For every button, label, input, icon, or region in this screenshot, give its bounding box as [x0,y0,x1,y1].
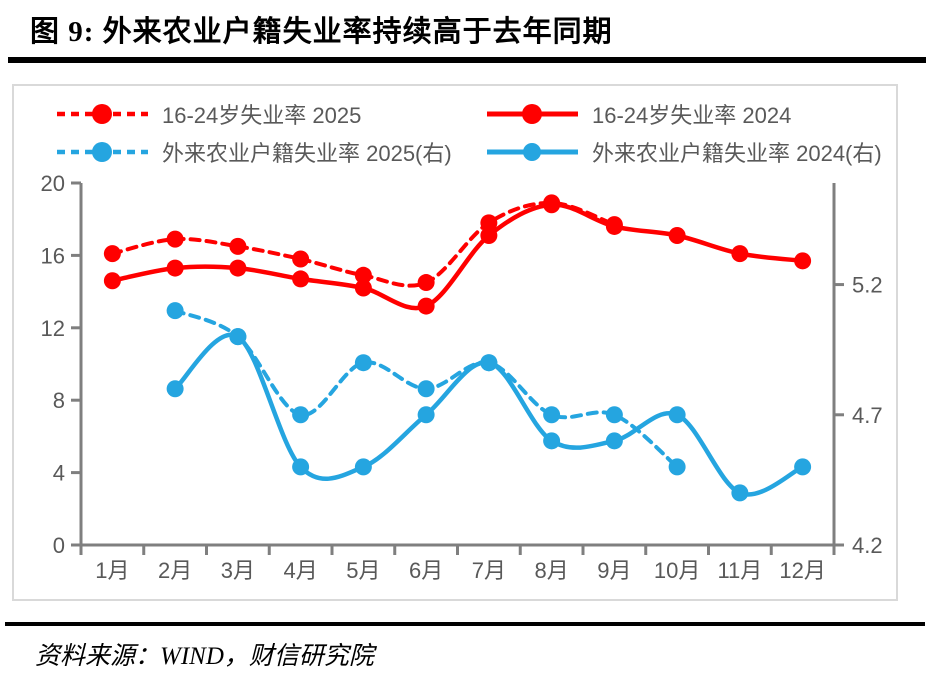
data-point-series-1 [417,297,435,315]
legend-line-red-solid-icon [487,104,578,124]
y-axis-tick-label: 20 [41,171,65,196]
legend-label: 16-24岁失业率 2025 [162,103,362,128]
data-point-series-1 [354,279,372,297]
title-divider [8,57,926,63]
data-point-series-1 [731,245,749,263]
data-point-series-2 [417,380,435,398]
data-point-series-0 [417,274,435,292]
data-point-series-1 [794,252,812,270]
data-point-series-1 [292,270,310,288]
legend-label: 外来农业户籍失业率 2025(右) [162,141,452,166]
x-axis-tick-label: 2月 [158,558,192,583]
data-point-series-0 [166,230,184,248]
data-point-series-3 [417,406,435,424]
x-axis-tick-label: 10月 [654,558,700,583]
legend-item-youth-2025: 16-24岁失业率 2025 [55,99,361,129]
y-axis-tick-label: 0 [53,533,65,558]
data-point-series-0 [103,245,121,263]
chart-card: 16-24岁失业率 2025 16-24岁失业率 2024 外来农业户籍失业率 … [12,84,898,601]
data-point-series-2 [292,406,310,424]
x-axis-tick-label: 4月 [284,558,318,583]
data-point-series-3 [292,458,310,476]
data-point-series-0 [354,266,372,284]
y-axis-tick-label: 12 [41,316,65,341]
page-title: 图 9: 外来农业户籍失业率持续高于去年同期 [30,16,613,48]
data-point-series-1 [229,259,247,277]
data-point-series-0 [229,237,247,255]
line-chart: 0 4 8 12 16 20 4.2 4.7 5.2 1月 2月 3月 4月 5月 6月 7月 8月 9月 10月 1… [41,171,883,583]
x-axis-tick-label: 5月 [346,558,380,583]
x-axis-tick-label: 9月 [597,558,631,583]
y-axis-tick-label: 4.2 [852,533,883,558]
data-point-series-1 [605,217,623,235]
data-point-series-1 [103,272,121,290]
legend-item-migrant-2024: 外来农业户籍失业率 2024(右) [485,137,882,167]
y-axis-tick-label: 16 [41,243,65,268]
footer-divider [5,622,925,626]
data-point-series-3 [668,406,686,424]
x-axis-tick-label: 11月 [717,558,762,583]
source-note: 资料来源：WIND，财信研究院 [35,643,374,670]
data-point-series-3 [605,432,623,450]
legend-item-migrant-2025: 外来农业户籍失业率 2025(右) [55,137,452,167]
y-axis-tick-label: 4 [53,461,65,486]
data-point-series-2 [354,354,372,372]
data-point-series-0 [292,250,310,268]
data-point-series-3 [166,380,184,398]
x-axis-tick-label: 7月 [472,558,506,583]
legend-line-blue-solid-icon [487,143,578,161]
legend-label: 16-24岁失业率 2024 [592,103,792,128]
data-point-series-2 [543,406,561,424]
data-point-series-3 [794,458,812,476]
data-point-series-3 [229,328,247,346]
y-axis-tick-label: 5.2 [852,273,883,298]
data-point-series-0 [480,214,498,232]
data-point-series-1 [668,226,686,244]
data-point-series-3 [543,432,561,450]
data-point-series-2 [166,302,184,320]
legend-line-blue-dashed-icon [57,142,148,162]
x-axis-tick-label: 3月 [221,558,255,583]
data-point-series-1 [480,226,498,244]
data-point-series-3 [354,458,372,476]
legend-line-red-dashed-icon [57,104,148,124]
data-point-series-2 [668,458,686,476]
x-axis-tick-label: 6月 [409,558,443,583]
x-axis-tick-label: 8月 [535,558,569,583]
data-point-series-1 [543,196,561,214]
legend-label: 外来农业户籍失业率 2024(右) [592,141,882,166]
x-axis-tick-label: 1月 [95,558,129,583]
data-point-series-3 [480,354,498,372]
x-axis-tick-label: 12月 [779,558,825,583]
y-axis-tick-label: 4.7 [852,403,883,428]
data-point-series-3 [731,484,749,502]
data-point-series-1 [166,259,184,277]
y-axis-tick-label: 8 [53,388,65,413]
legend-item-youth-2024: 16-24岁失业率 2024 [485,99,791,129]
data-point-series-2 [605,406,623,424]
